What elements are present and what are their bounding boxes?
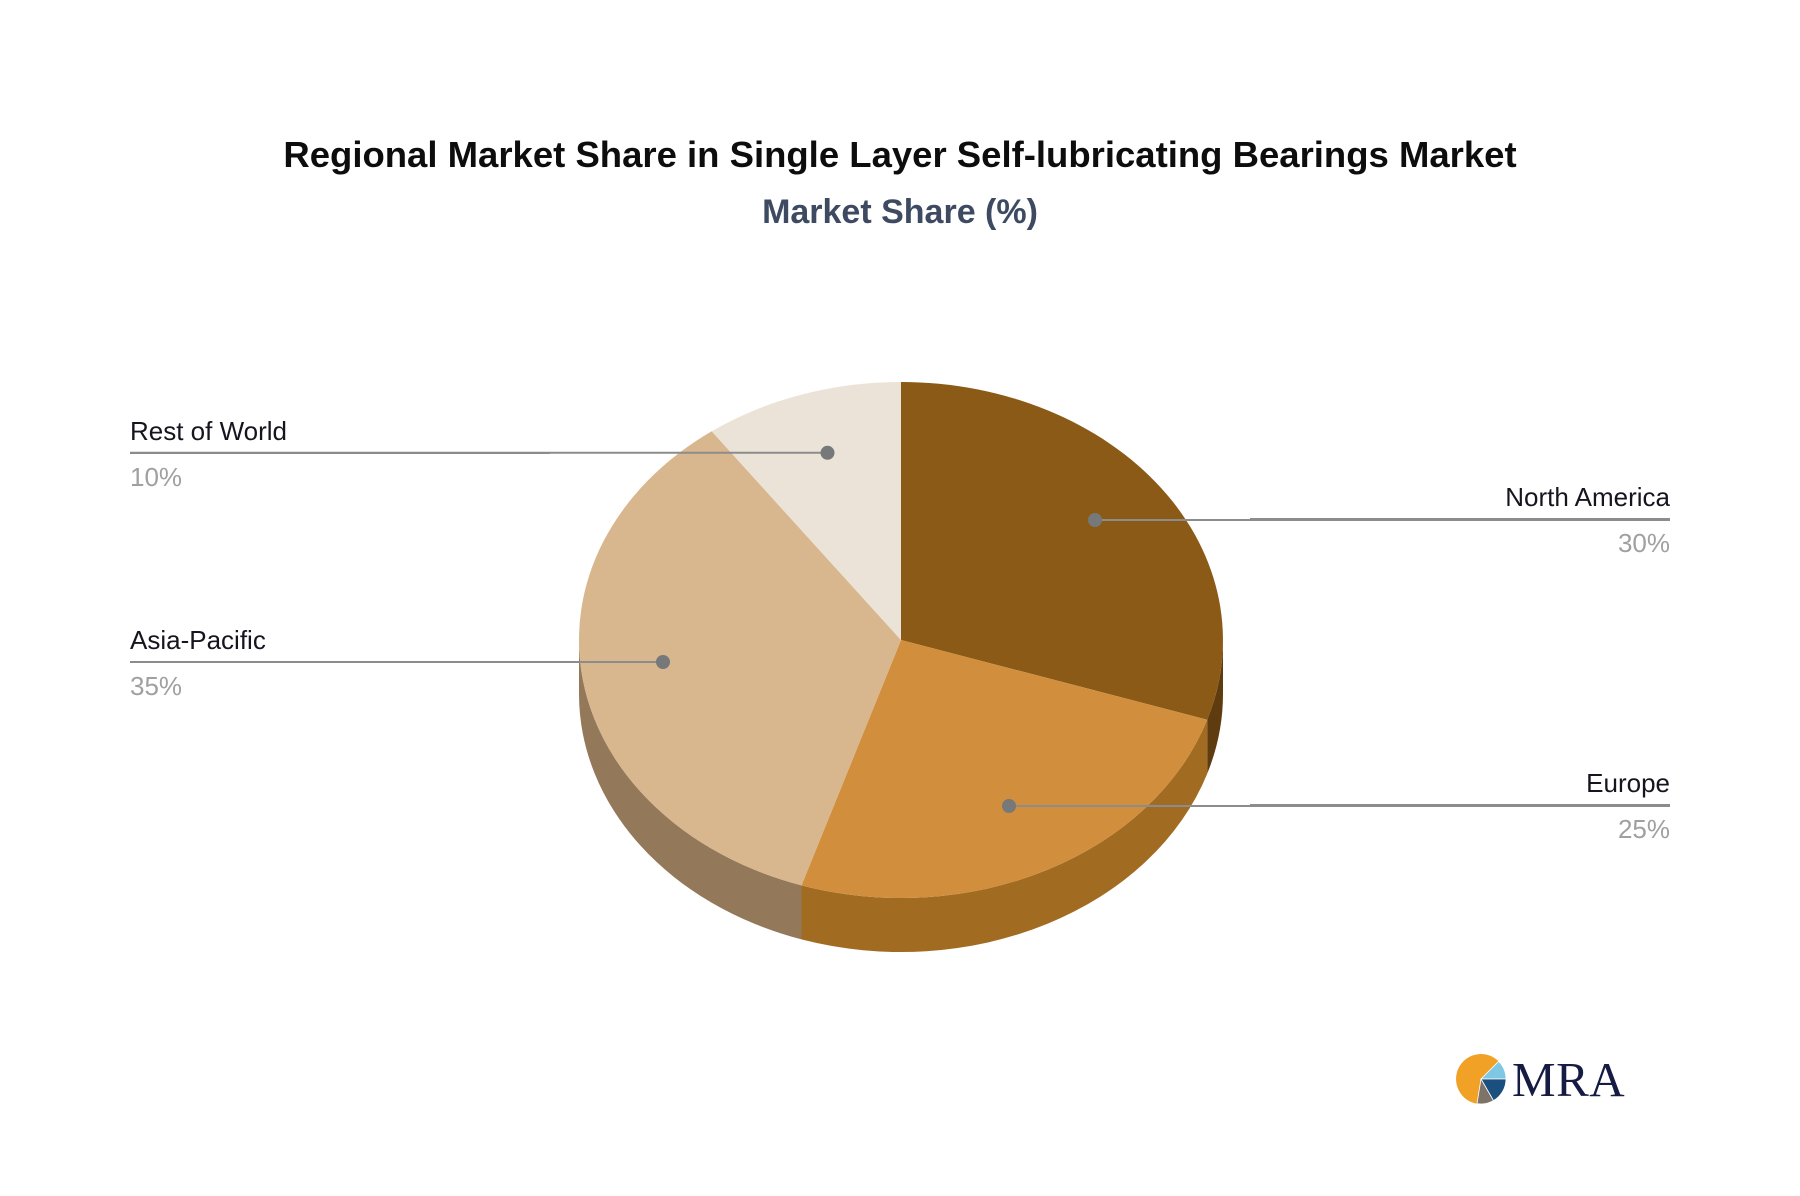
svg-text:MRA: MRA <box>1512 1054 1625 1107</box>
